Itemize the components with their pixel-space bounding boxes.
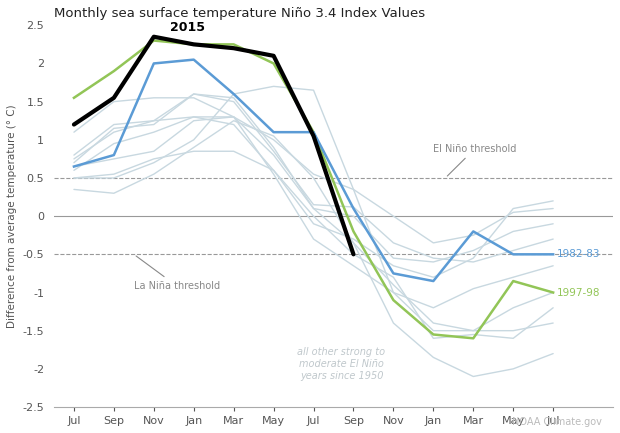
Text: El Niño threshold: El Niño threshold [433, 144, 516, 176]
Text: all other strong to
moderate El Niño
years since 1950: all other strong to moderate El Niño yea… [298, 347, 386, 381]
Text: 2015: 2015 [170, 21, 205, 34]
Text: 1982-83: 1982-83 [557, 249, 601, 259]
Y-axis label: Difference from average temperature (° C): Difference from average temperature (° C… [7, 104, 17, 328]
Text: Monthly sea surface temperature Niño 3.4 Index Values: Monthly sea surface temperature Niño 3.4… [54, 7, 425, 20]
Text: La Niña threshold: La Niña threshold [134, 256, 220, 291]
Text: NOAA Climate.gov: NOAA Climate.gov [512, 417, 601, 427]
Text: 1997-98: 1997-98 [557, 288, 601, 297]
